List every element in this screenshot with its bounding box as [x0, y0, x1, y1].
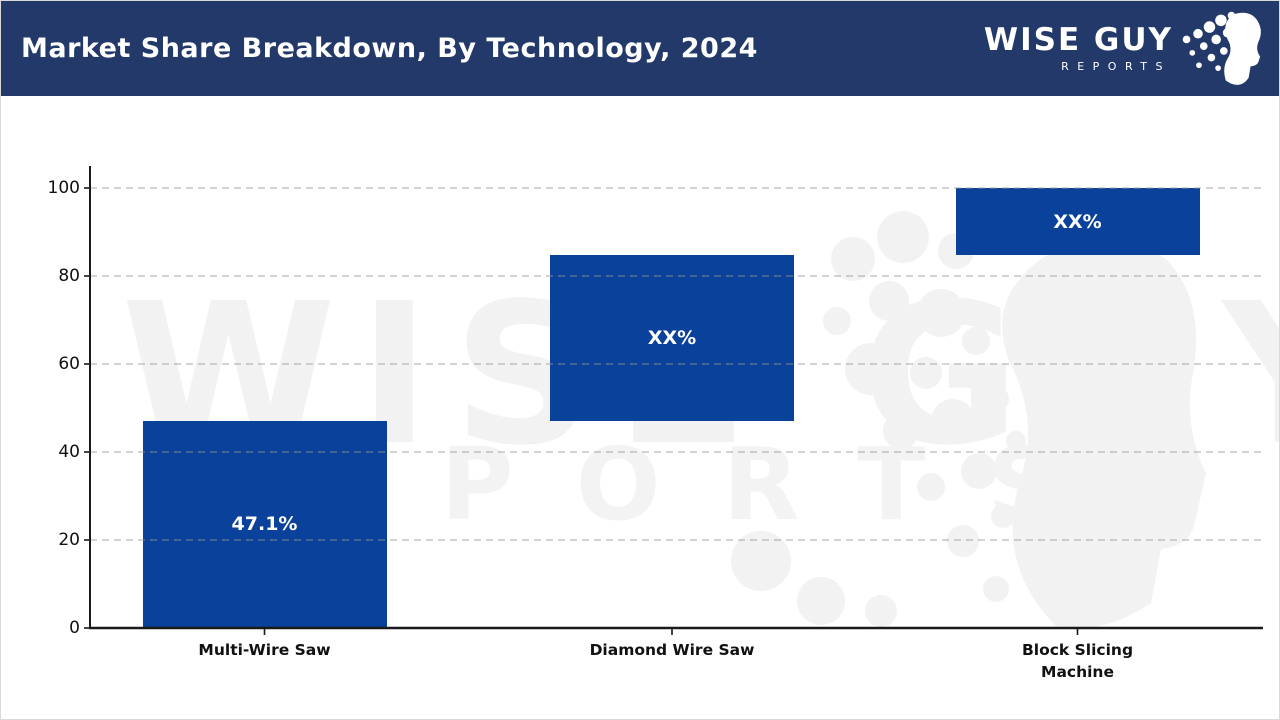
brand-logo-reports: REPORTS: [1061, 60, 1171, 73]
brand-logo-text: WISE GUY REPORTS: [983, 22, 1173, 73]
header-bar: Market Share Breakdown, By Technology, 2…: [1, 1, 1279, 96]
bar-diamond-wire-saw: [550, 255, 794, 421]
page-title: Market Share Breakdown, By Technology, 2…: [21, 33, 758, 64]
brand-logo-head-icon: [1182, 11, 1261, 85]
bar-block-slicing-machine: [955, 188, 1200, 256]
bar-multi-wire-saw: [142, 420, 387, 628]
brand-logo-wiseguy: WISE GUY: [983, 22, 1173, 58]
brand-logo: WISE GUY REPORTS: [984, 9, 1263, 89]
